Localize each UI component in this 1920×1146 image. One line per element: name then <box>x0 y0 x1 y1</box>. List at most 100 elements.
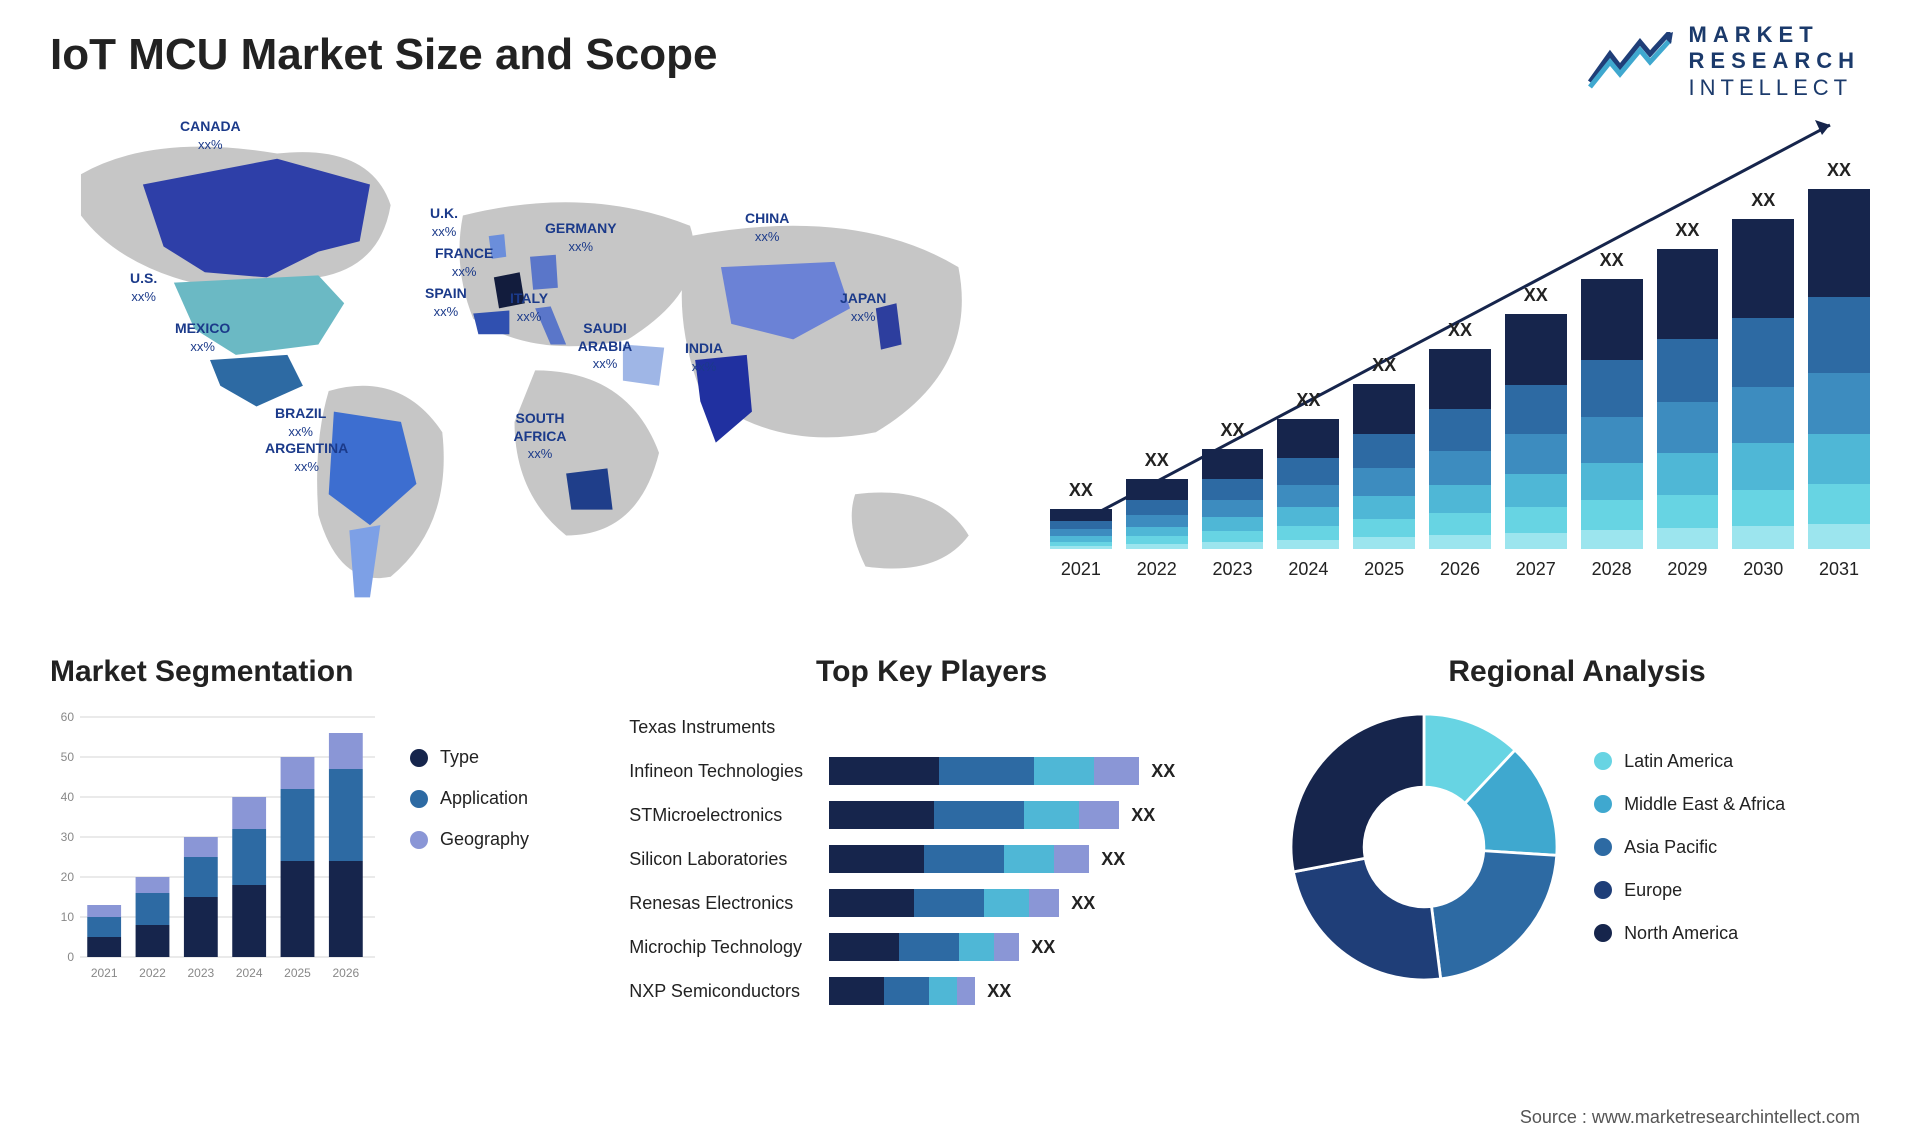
country-germany <box>530 255 558 290</box>
growth-bar-2028: XX 2028 <box>1581 250 1643 580</box>
seg-bar <box>281 789 315 861</box>
svg-text:2021: 2021 <box>91 966 118 980</box>
player-name: Silicon Laboratories <box>629 849 829 870</box>
growth-value-label: XX <box>1827 160 1851 181</box>
seg-bar <box>329 733 363 769</box>
donut-slice <box>1432 851 1557 979</box>
player-row: Silicon LaboratoriesXX <box>629 839 1234 879</box>
growth-value-label: XX <box>1145 450 1169 471</box>
growth-bar-2026: XX 2026 <box>1429 320 1491 580</box>
player-row: NXP SemiconductorsXX <box>629 971 1234 1011</box>
svg-text:40: 40 <box>61 790 75 804</box>
world-map: CANADAxx%U.S.xx%MEXICOxx%BRAZILxx%ARGENT… <box>50 100 1010 620</box>
growth-value-label: XX <box>1600 250 1624 271</box>
growth-bar-2027: XX 2027 <box>1505 285 1567 580</box>
segmentation-section: Market Segmentation 01020304050602021202… <box>50 655 579 1015</box>
player-row: Renesas Electronics XX <box>629 883 1234 923</box>
growth-year-label: 2031 <box>1819 559 1859 580</box>
regional-legend-item: North America <box>1594 923 1785 944</box>
map-label-saudi-arabia: SAUDIARABIAxx% <box>560 320 650 373</box>
growth-year-label: 2030 <box>1743 559 1783 580</box>
growth-value-label: XX <box>1296 390 1320 411</box>
map-label-india: INDIAxx% <box>685 340 723 375</box>
segmentation-title: Market Segmentation <box>50 655 579 689</box>
seg-bar <box>232 829 266 885</box>
players-section: Top Key Players Texas InstrumentsInfineo… <box>629 655 1234 1015</box>
regional-legend-item: Europe <box>1594 880 1785 901</box>
growth-bar-2031: XX 2031 <box>1808 160 1870 580</box>
seg-legend-item: Geography <box>410 829 529 850</box>
player-value: XX <box>1131 805 1155 826</box>
growth-year-label: 2024 <box>1288 559 1328 580</box>
map-label-france: FRANCExx% <box>435 245 493 280</box>
svg-text:2022: 2022 <box>139 966 166 980</box>
seg-bar <box>329 861 363 957</box>
svg-text:50: 50 <box>61 750 75 764</box>
country-safrica <box>566 468 612 509</box>
seg-legend-item: Type <box>410 747 529 768</box>
growth-year-label: 2025 <box>1364 559 1404 580</box>
seg-legend-item: Application <box>410 788 529 809</box>
svg-text:2023: 2023 <box>187 966 214 980</box>
svg-text:0: 0 <box>67 950 74 964</box>
svg-text:20: 20 <box>61 870 75 884</box>
map-label-brazil: BRAZILxx% <box>275 405 326 440</box>
seg-bar <box>87 917 121 937</box>
player-name: STMicroelectronics <box>629 805 829 826</box>
map-label-japan: JAPANxx% <box>840 290 886 325</box>
player-name: Renesas Electronics <box>629 893 829 914</box>
growth-value-label: XX <box>1448 320 1472 341</box>
player-bar <box>829 933 1019 961</box>
growth-year-label: 2023 <box>1213 559 1253 580</box>
growth-bar-2023: XX2023 <box>1202 420 1264 580</box>
growth-value-label: XX <box>1675 220 1699 241</box>
growth-year-label: 2027 <box>1516 559 1556 580</box>
player-row: Microchip Technology XX <box>629 927 1234 967</box>
growth-bar-2030: XX2030 <box>1732 190 1794 580</box>
map-label-u-k-: U.K.xx% <box>430 205 458 240</box>
segmentation-chart: 0102030405060202120222023202420252026 <box>50 707 380 987</box>
country-spain <box>473 310 509 334</box>
source-attribution: Source : www.marketresearchintellect.com <box>1520 1107 1860 1128</box>
growth-year-label: 2029 <box>1667 559 1707 580</box>
seg-bar <box>184 837 218 857</box>
players-title: Top Key Players <box>629 655 1234 689</box>
regional-donut <box>1284 707 1564 987</box>
player-row: Infineon Technologies XX <box>629 751 1234 791</box>
regional-legend-item: Latin America <box>1594 751 1785 772</box>
regional-legend-item: Middle East & Africa <box>1594 794 1785 815</box>
map-label-mexico: MEXICOxx% <box>175 320 230 355</box>
player-value: XX <box>1071 893 1095 914</box>
player-name: Infineon Technologies <box>629 761 829 782</box>
svg-text:30: 30 <box>61 830 75 844</box>
regional-legend-item: Asia Pacific <box>1594 837 1785 858</box>
country-mexico <box>210 355 303 407</box>
seg-bar <box>281 861 315 957</box>
logo-icon <box>1585 32 1675 92</box>
player-value: XX <box>1151 761 1175 782</box>
map-label-spain: SPAINxx% <box>425 285 467 320</box>
map-label-china: CHINAxx% <box>745 210 789 245</box>
seg-bar <box>136 893 170 925</box>
seg-bar <box>184 897 218 957</box>
growth-value-label: XX <box>1524 285 1548 306</box>
map-label-south-africa: SOUTHAFRICAxx% <box>495 410 585 463</box>
growth-bar-chart: XX2021XX2022XX2023XX2024XX2025XX2026XX20… <box>1050 100 1870 620</box>
svg-text:2026: 2026 <box>332 966 359 980</box>
seg-bar <box>87 937 121 957</box>
growth-year-label: 2026 <box>1440 559 1480 580</box>
seg-bar <box>281 757 315 789</box>
map-label-u-s-: U.S.xx% <box>130 270 157 305</box>
map-svg <box>50 100 1010 620</box>
growth-year-label: 2021 <box>1061 559 1101 580</box>
growth-value-label: XX <box>1372 355 1396 376</box>
player-row: Texas Instruments <box>629 707 1234 747</box>
seg-bar <box>87 905 121 917</box>
player-bar <box>829 977 975 1005</box>
player-name: Microchip Technology <box>629 937 829 958</box>
growth-year-label: 2028 <box>1592 559 1632 580</box>
seg-bar <box>136 877 170 893</box>
player-bar <box>829 889 1059 917</box>
logo-text: MARKET RESEARCH INTELLECT <box>1689 22 1860 101</box>
player-value: XX <box>1031 937 1055 958</box>
